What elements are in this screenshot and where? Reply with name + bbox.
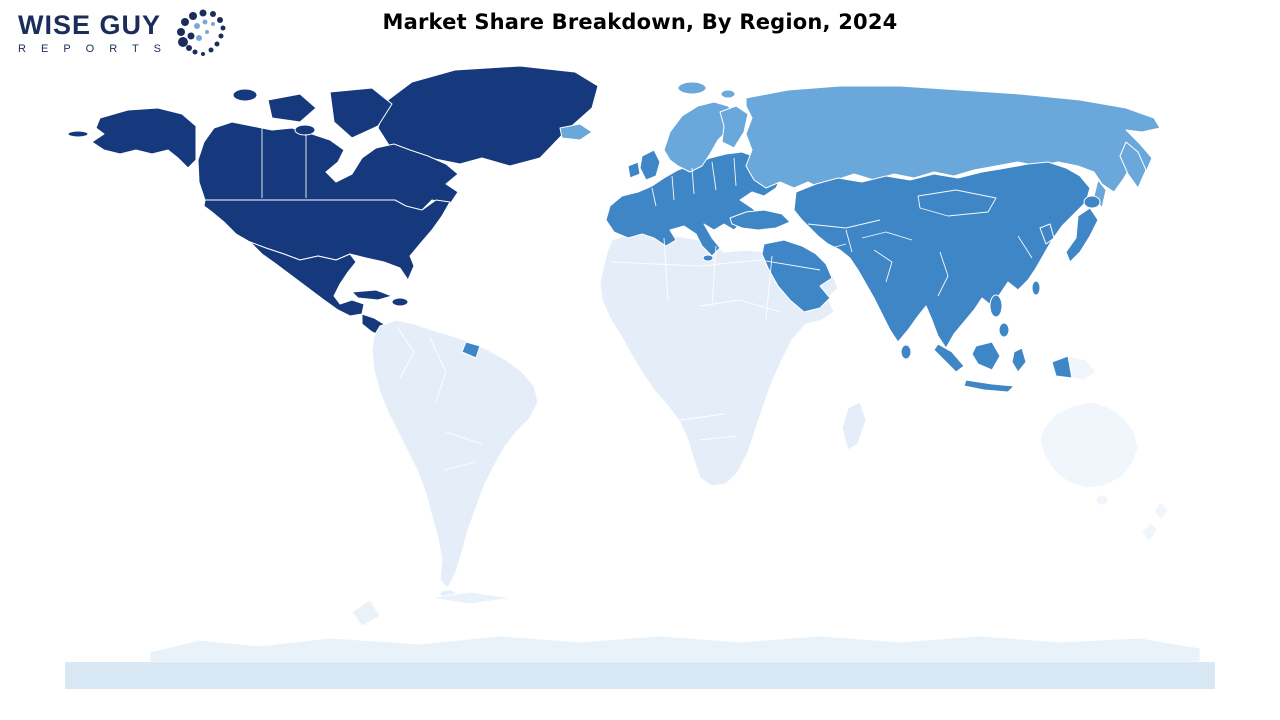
island-sicily [702,254,714,262]
page-title: Market Share Breakdown, By Region, 2024 [382,10,898,34]
island-hispaniola [391,297,409,307]
region-north-america [67,65,599,339]
country-finland [719,105,749,149]
continent-south-america [371,319,539,589]
continent-africa [599,231,839,487]
country-australia [1039,401,1139,489]
island-cuba [351,289,393,301]
region-asia-pacific [729,161,1101,393]
island-sakhalin [1093,179,1107,209]
logo-reports-text: R E P O R T S [18,43,167,55]
arabian-peninsula [761,239,833,313]
wise-guy-reports-logo[interactable]: WISE GUY R E P O R T S [18,9,227,64]
island-java [963,379,1015,393]
country-japan [1065,207,1099,263]
country-uk [639,149,661,181]
country-south-korea [1039,223,1055,245]
territory-french-guiana [461,341,481,359]
region-south-america [371,319,539,599]
country-usa [203,199,451,281]
peninsula-kamchatka [1119,141,1147,189]
country-turkey [729,209,791,231]
state-alaska [91,107,197,169]
island-sri-lanka [900,344,912,360]
country-russia [745,85,1161,193]
aleutian-islands [67,130,89,138]
island-new-guinea-east [1067,355,1097,381]
islands-philippines-north [989,294,1003,318]
logo-name-text: WISE GUY [18,10,162,40]
country-iceland [559,123,593,141]
region-africa [599,231,867,487]
island-tasmania [1095,494,1109,506]
island-sumatra [933,343,965,373]
country-mexico [249,241,365,317]
svalbard [677,81,707,95]
nz-north-island [1153,501,1169,521]
logo-dotted-head-icon [176,9,226,56]
islands-philippines-south [998,322,1010,338]
island-hokkaido [1083,195,1101,209]
region-antarctica [65,591,1215,689]
region-australia-nz [1039,355,1169,543]
antarctica-ice-strip [65,662,1215,689]
island-victoria [267,93,317,123]
island-baffin [329,87,393,139]
region-russia-nordics [559,81,1161,209]
island-borneo [971,341,1001,371]
country-greenland [377,65,599,167]
logo-text-block: WISE GUY R E P O R T S [18,10,167,55]
asia-mainland [793,161,1091,349]
country-ireland [627,161,641,179]
svalbard-east [720,89,736,99]
antarctica-mainland [149,635,1201,663]
island-madagascar [841,401,867,451]
antarctic-peninsula [351,599,381,627]
arctic-island [294,124,316,136]
region-europe [605,149,783,262]
country-border-lines [261,128,1033,471]
arctic-island [232,88,258,102]
island-sulawesi [1011,347,1027,373]
antarctic-ridge [429,591,513,605]
island-taiwan [1031,280,1041,296]
nz-south-island [1141,521,1159,543]
